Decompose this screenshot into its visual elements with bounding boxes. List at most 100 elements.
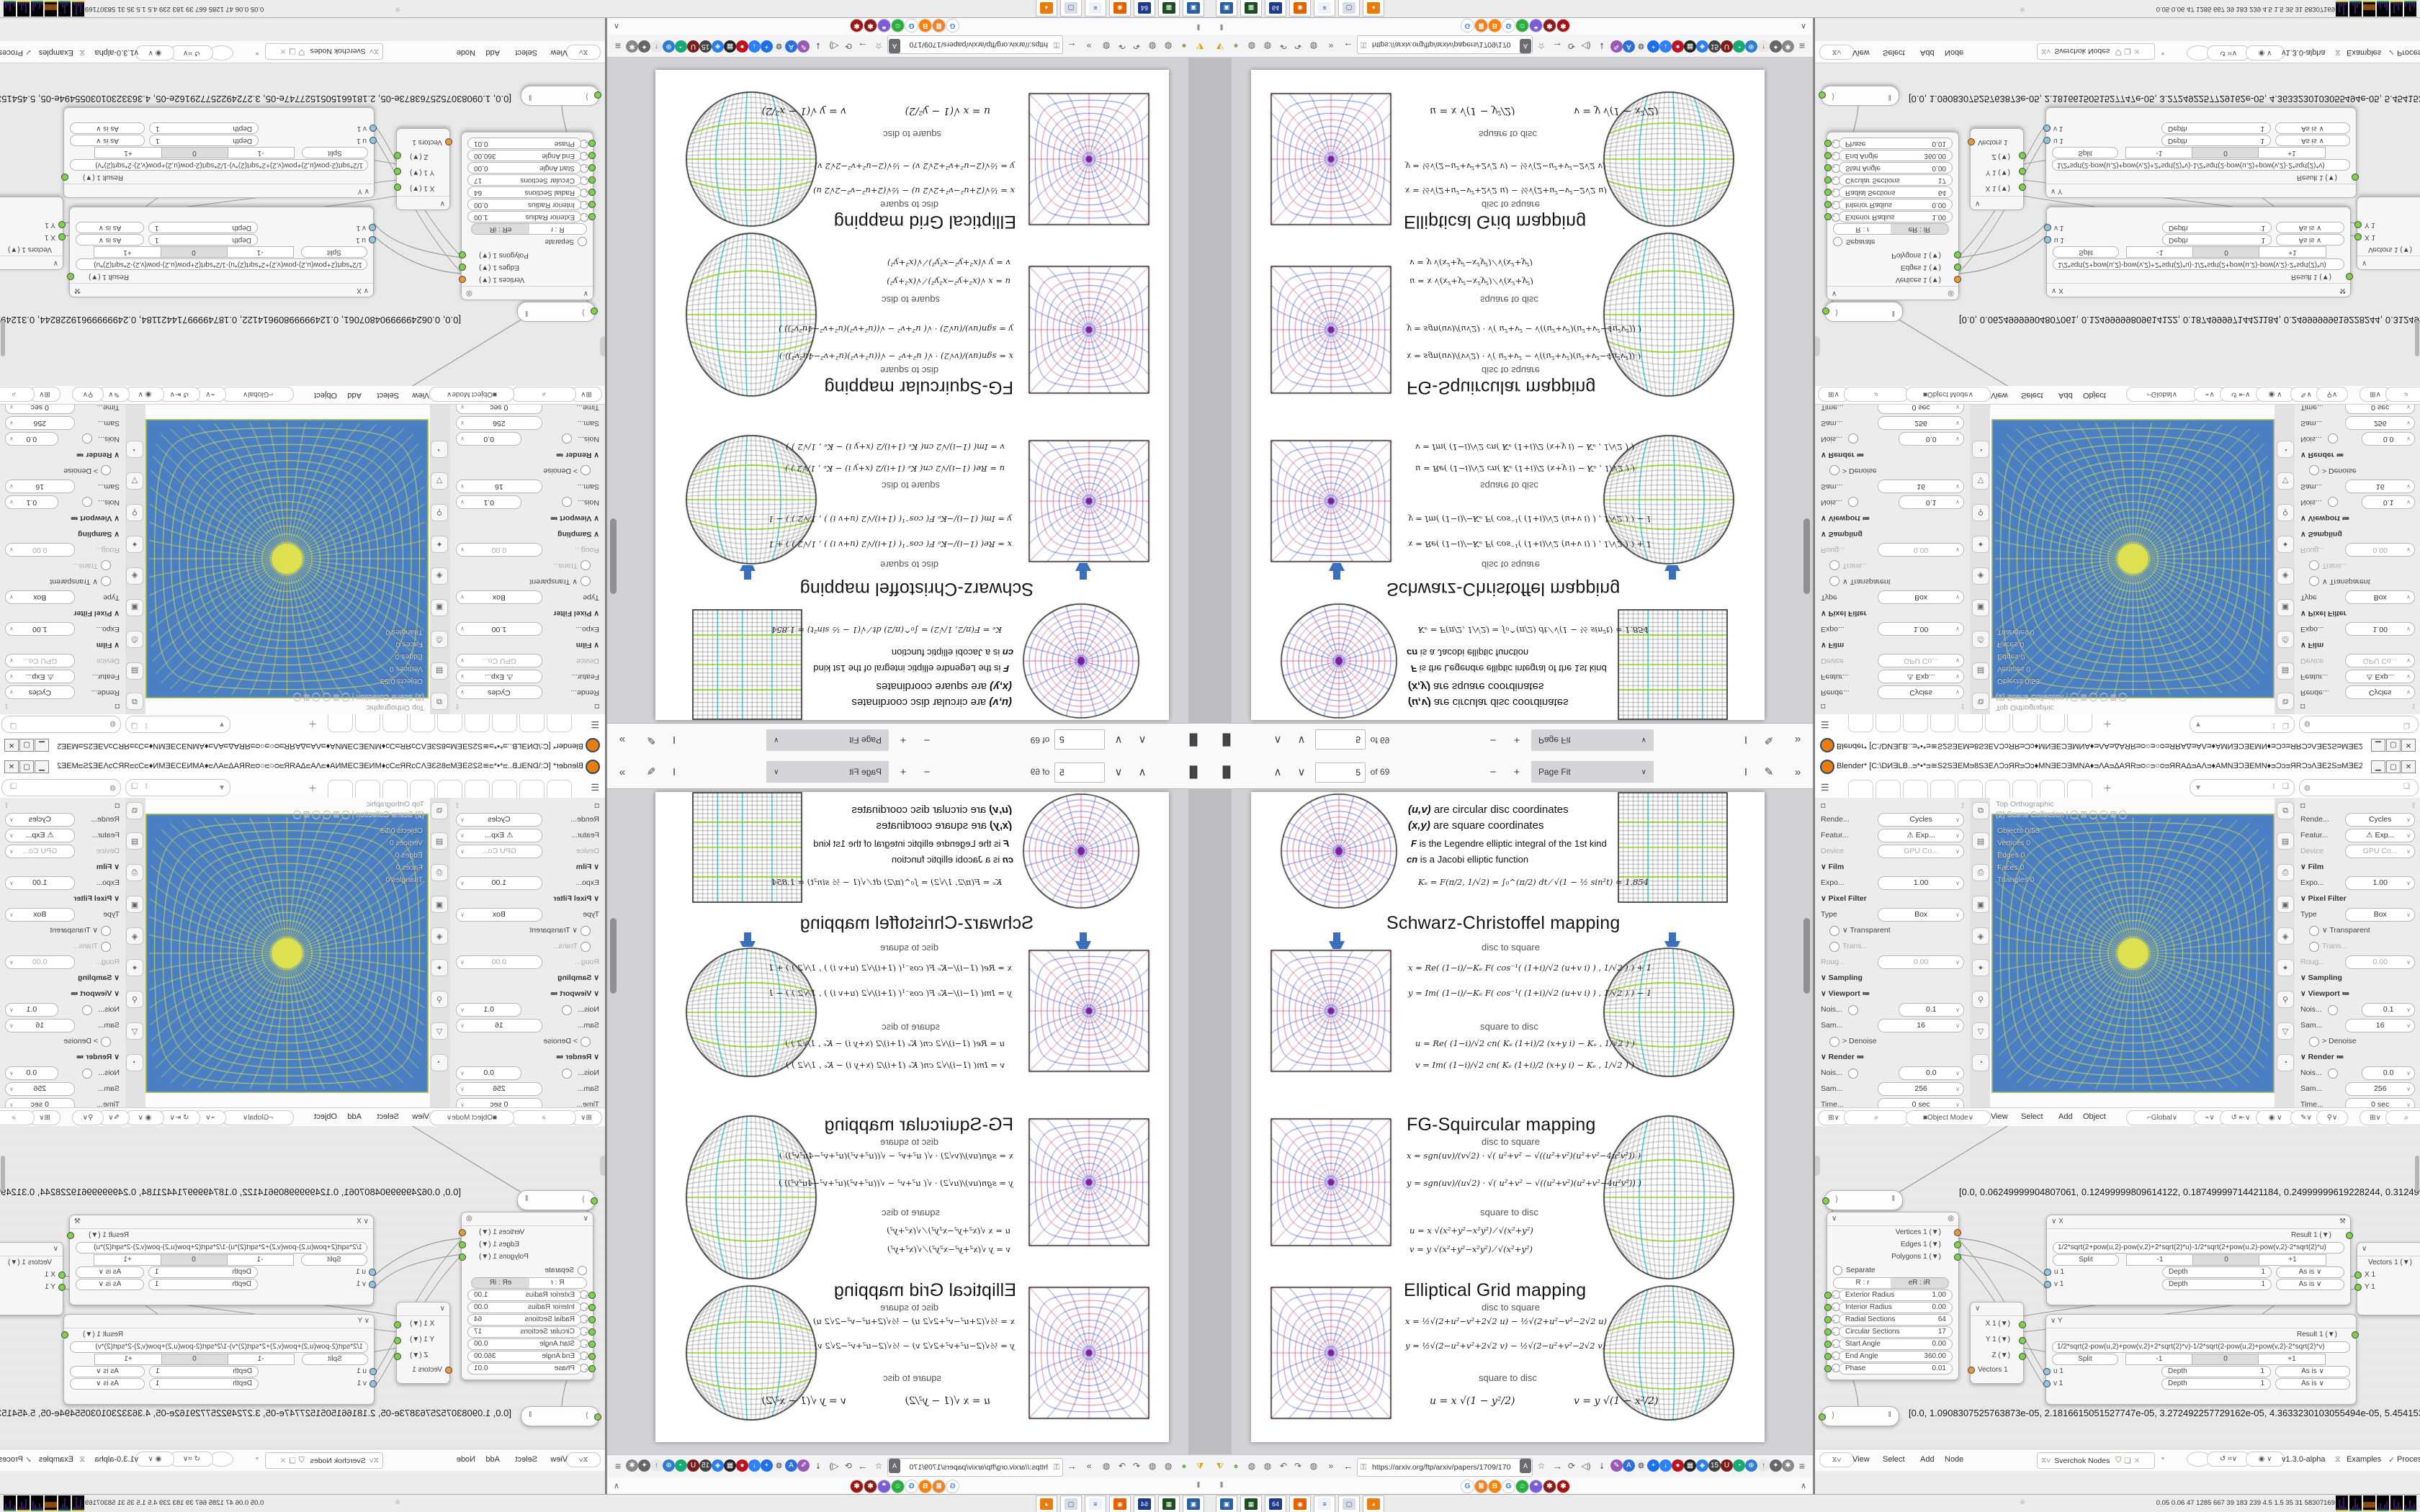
prop-row[interactable]: ∨ Pixel Filter [553,609,599,618]
node-socket[interactable] [459,1229,466,1236]
prop-value[interactable]: Cycles ∨ [456,813,542,827]
collapsed-node[interactable]: ⟩ ‖ [517,1190,598,1210]
extension-icon[interactable]: A [785,40,797,53]
new-scene-icon[interactable]: ❏ [131,783,138,791]
pinned-tab-icon[interactable]: ✱ [1556,19,1570,32]
prop-value[interactable]: 0 sec ∨ [1878,1098,1964,1107]
3d-viewport[interactable]: Top Orthographic (2) Scene Collection | … [145,405,430,714]
viewlayer-selector[interactable]: ◍ ❏ [1,779,121,796]
formula-node-x[interactable]: ∨ X ⚒ Result 1 (▼) 1/2*sqrt(2+pow(u,2)-po… [67,1215,376,1305]
prop-value[interactable]: ⚠ Exp... ∨ [1878,670,1964,683]
taskbar-app-icon[interactable]: ▦ [1158,1495,1180,1512]
prop-row[interactable]: Rende... Cycles ∨ [1819,812,1966,827]
prop-tab-icon[interactable]: ✦ [126,536,143,553]
prop-value[interactable]: 1.00 ∨ [2345,622,2415,636]
prop-tab-icon[interactable]: ▤ [1972,662,1989,680]
extension-icon[interactable]: U [1721,1459,1733,1472]
prop-row[interactable]: > Denoise [2299,463,2416,478]
prop-value[interactable]: 16 ∨ [456,480,542,493]
workspace-tab[interactable] [1985,780,2010,798]
search-box[interactable]: ⌕ [1844,387,1909,402]
node-socket[interactable] [2352,174,2359,181]
page-number-input[interactable]: 5 [1054,729,1105,750]
menu-select[interactable]: Select [377,1112,399,1121]
node-socket[interactable] [1819,91,1826,99]
prop-row[interactable]: Nois... 0.1 ∨ [454,1002,601,1017]
copy-icon[interactable]: ❏ [289,1456,296,1465]
zoom-in-button[interactable]: + [900,765,907,778]
extension-icon[interactable]: ✱ [626,1459,638,1472]
prop-row[interactable]: Time... 0 sec ∨ [4,1097,121,1107]
shield-icon[interactable]: ⛉ [2115,1456,2122,1464]
url-bar[interactable]: ⚿ https://arxiv.org/ftp/arxiv/papers/1709… [1357,1458,1533,1477]
vector-in-node[interactable]: ∨ X 1 (▼) Y 1 (▼) Z (▼) Vectors 1 [1968,1302,2026,1384]
pin-icon[interactable]: ⟟ [145,721,148,729]
new-scene-icon[interactable]: ❏ [2282,783,2289,791]
menu-view[interactable]: View [412,391,429,400]
prop-value[interactable]: 16 ∨ [1878,1019,1964,1032]
prop-value[interactable]: 0 sec ∨ [1878,405,1964,414]
extension-icon[interactable]: ⊕ [663,40,675,53]
wrap-row[interactable]: Split -1 0 +1 [70,1254,373,1266]
extension-icon[interactable]: ● [736,40,748,53]
vector-in-node[interactable]: ∨ X 1 (▼) Y 1 (▼) Z (▼) Vectors 1 [394,128,452,210]
prop-tab-icon[interactable]: ▤ [2277,832,2294,850]
prop-value[interactable]: 0.1 ∨ [5,495,58,509]
search-box[interactable]: ⌕ [0,1110,35,1125]
prop-value[interactable]: ⚠ Exp... ∨ [1878,829,1964,842]
overlay-toggle-icon[interactable]: ⚲∨ [2316,1110,2348,1125]
prop-row[interactable]: ∨ Pixel Filter [2300,609,2347,618]
prop-row[interactable]: Device GPU Co... ∨ [4,844,121,859]
prop-tab-icon[interactable]: ✦ [2277,536,2294,553]
prop-tab-icon[interactable]: ⎙ [1972,631,1989,648]
extension-icon[interactable]: ◈ [1696,40,1708,53]
prop-row[interactable]: Type Box ∨ [2299,907,2416,922]
prop-value[interactable]: Cycles ∨ [456,685,542,699]
pin-icon[interactable]: ⧨ [1216,41,1224,52]
wrap-row[interactable]: Split -1 0 +1 [64,147,374,159]
torus-param-row[interactable]: ◔ Phase 0.01 [1824,1362,1958,1374]
extension-icon[interactable]: ↑ [1757,40,1770,53]
prop-row[interactable]: ∨ Sampling [78,530,120,539]
prop-value[interactable]: Box ∨ [2345,908,2415,922]
node-tree-selector[interactable]: ⧖∨ Sverchok Nodes ⛉ ❏ ✕ [2037,1452,2155,1469]
editor-type-button[interactable]: ⧖∨ [1819,45,1854,60]
prop-tab-icon[interactable]: ▽ [126,1022,143,1040]
mode-selector[interactable]: ■ Object Mode ∨ [429,387,514,402]
torus-param-row[interactable]: ◔ End Angle 360.00 [1824,150,1958,162]
prop-row[interactable]: > Denoise [454,1034,601,1049]
orientation-selector[interactable]: ⌐ Global ∨ [2126,1110,2198,1125]
menu-select[interactable]: Select [515,1455,537,1464]
page-number-input[interactable]: 5 [1315,729,1366,750]
prop-row[interactable]: Nois... 0.1 ∨ [4,495,121,510]
prop-value[interactable]: 0.00 ∨ [2345,543,2415,557]
examples-menu[interactable]: Examples [2347,48,2382,57]
prop-value[interactable]: 0.1 ∨ [456,1003,522,1017]
back-button[interactable]: ← [1067,1460,1077,1472]
sidebar-toggle-icon[interactable]: ▐▌ [1186,765,1201,778]
scene-name-field[interactable] [2208,719,2269,730]
prop-value[interactable]: ⚠ Exp... ∨ [2345,670,2415,683]
prop-tab-icon[interactable]: ⎙ [126,631,143,648]
formula-node-x[interactable]: ∨ X ⚒ Result 1 (▼) 1/2*sqrt(2+pow(u,2)-po… [2044,1215,2353,1305]
pinned-tab-icon[interactable]: G [1502,1480,1515,1493]
prop-value[interactable]: GPU Co... ∨ [1878,845,1964,858]
prop-row[interactable]: Expo... 1.00 ∨ [2299,621,2416,636]
wrap-row[interactable]: Split -1 0 +1 [2046,1353,2356,1365]
next-page-button[interactable]: ∨ [1297,734,1306,746]
minimize-button[interactable]: ▁ [35,760,49,773]
menu-object[interactable]: Object [314,391,337,400]
extension-icon[interactable]: A [1623,40,1635,53]
wrap-row[interactable]: Split -1 0 +1 [2046,147,2356,159]
prop-row[interactable]: Nois... 0.0 ∨ [1819,1066,1966,1081]
formula-field[interactable]: 1/2*sqrt(2+pow(u,2)-pow(v,2)+2*sqrt(2)*u… [2047,258,2350,271]
collapse-chevron-icon[interactable]: ∧ [1800,22,1807,31]
taskbar-app-icon[interactable]: ▢ [1338,1495,1360,1512]
prop-value[interactable]: ⚠ Exp... ∨ [2345,829,2415,842]
extension-icon[interactable]: ◍ [773,1459,785,1472]
prop-value[interactable]: 16 ∨ [2345,1019,2415,1032]
close-button[interactable]: ✕ [2401,739,2416,752]
prop-row[interactable]: Nois... 0.0 ∨ [2299,431,2416,446]
